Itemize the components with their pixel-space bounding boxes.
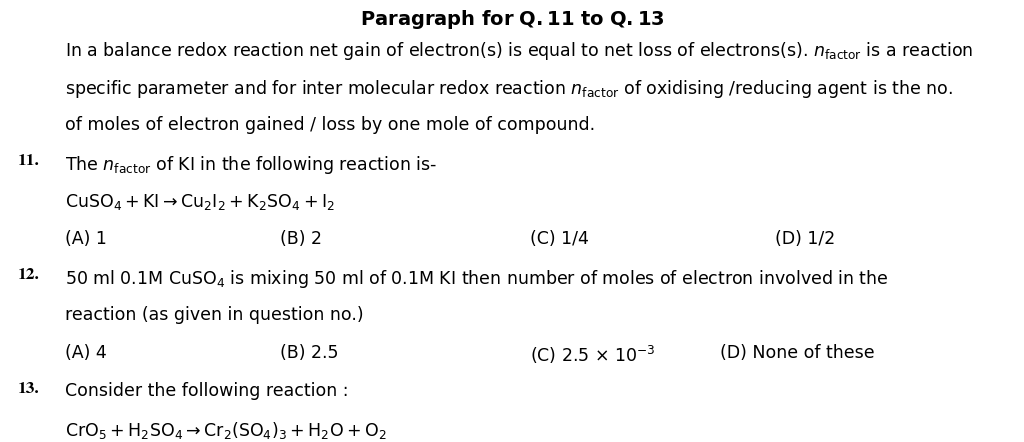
Text: In a balance redox reaction net gain of electron(s) is equal to net loss of elec: In a balance redox reaction net gain of … xyxy=(65,40,974,62)
Text: $\mathbf{Paragraph\ for\ Q.11\ to\ Q.13}$: $\mathbf{Paragraph\ for\ Q.11\ to\ Q.13}… xyxy=(359,8,665,31)
Text: (D) None of these: (D) None of these xyxy=(720,344,874,362)
Text: (A) 4: (A) 4 xyxy=(65,344,106,362)
Text: (A) 1: (A) 1 xyxy=(65,230,106,248)
Text: reaction (as given in question no.): reaction (as given in question no.) xyxy=(65,306,364,324)
Text: (B) 2: (B) 2 xyxy=(280,230,322,248)
Text: (B) 2.5: (B) 2.5 xyxy=(280,344,339,362)
Text: (D) 1/2: (D) 1/2 xyxy=(775,230,836,248)
Text: 13.: 13. xyxy=(18,382,40,396)
Text: specific parameter and for inter molecular redox reaction $n_{\mathrm{factor}}$ : specific parameter and for inter molecul… xyxy=(65,78,953,100)
Text: 12.: 12. xyxy=(18,268,40,282)
Text: of moles of electron gained / loss by one mole of compound.: of moles of electron gained / loss by on… xyxy=(65,116,595,134)
Text: (C) 1/4: (C) 1/4 xyxy=(530,230,589,248)
Text: 11.: 11. xyxy=(18,154,40,168)
Text: (C) 2.5 $\times$ $10^{-3}$: (C) 2.5 $\times$ $10^{-3}$ xyxy=(530,344,655,366)
Text: $\mathrm{CrO_5 + H_2SO_4 \rightarrow Cr_2(SO_4)_3 + H_2O + O_2}$: $\mathrm{CrO_5 + H_2SO_4 \rightarrow Cr_… xyxy=(65,420,386,441)
Text: 50 ml 0.1M $\mathrm{CuSO_4}$ is mixing 50 ml of 0.1M KI then number of moles of : 50 ml 0.1M $\mathrm{CuSO_4}$ is mixing 5… xyxy=(65,268,889,290)
Text: Consider the following reaction :: Consider the following reaction : xyxy=(65,382,348,400)
Text: $\mathrm{CuSO_4 + KI \rightarrow Cu_2I_2 + K_2SO_4 + I_2}$: $\mathrm{CuSO_4 + KI \rightarrow Cu_2I_2… xyxy=(65,192,335,212)
Text: The $n_{\mathrm{factor}}$ of KI in the following reaction is-: The $n_{\mathrm{factor}}$ of KI in the f… xyxy=(65,154,437,176)
